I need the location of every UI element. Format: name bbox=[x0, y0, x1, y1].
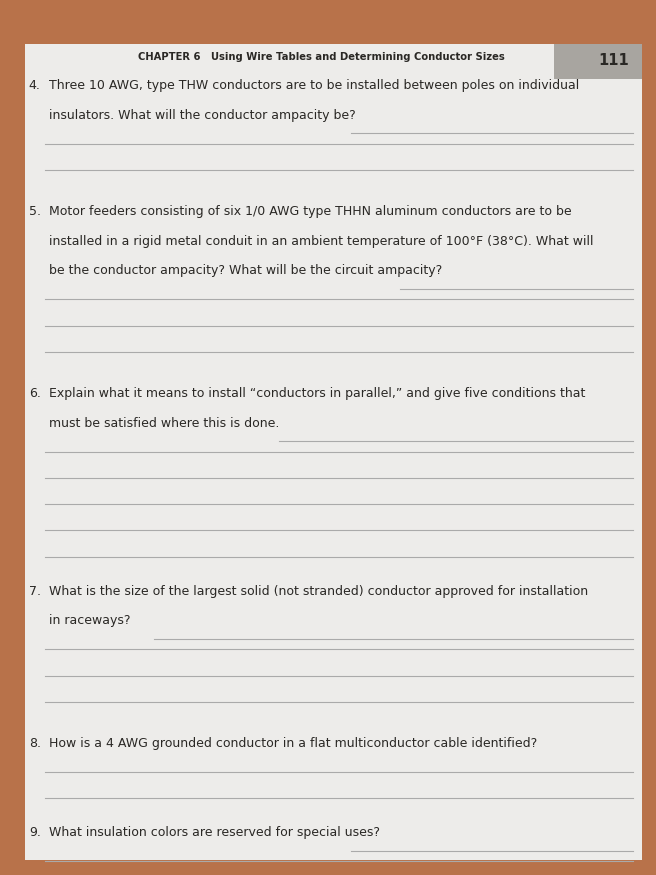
Text: in raceways?: in raceways? bbox=[49, 614, 131, 627]
Text: 111: 111 bbox=[598, 52, 628, 68]
Text: Motor feeders consisting of six 1/0 AWG type THHN aluminum conductors are to be: Motor feeders consisting of six 1/0 AWG … bbox=[49, 205, 572, 218]
Text: CHAPTER 6   Using Wire Tables and Determining Conductor Sizes: CHAPTER 6 Using Wire Tables and Determin… bbox=[138, 52, 505, 62]
Text: 8.: 8. bbox=[29, 737, 41, 750]
Text: Explain what it means to install “conductors in parallel,” and give five conditi: Explain what it means to install “conduc… bbox=[49, 387, 586, 400]
Text: must be satisfied where this is done.: must be satisfied where this is done. bbox=[49, 416, 279, 430]
Text: 7.: 7. bbox=[29, 584, 41, 598]
Text: What is the size of the largest solid (not stranded) conductor approved for inst: What is the size of the largest solid (n… bbox=[49, 584, 588, 598]
Text: 9.: 9. bbox=[29, 826, 41, 839]
Text: Three 10 AWG, type THW conductors are to be installed between poles on individua: Three 10 AWG, type THW conductors are to… bbox=[49, 79, 579, 92]
Text: What insulation colors are reserved for special uses?: What insulation colors are reserved for … bbox=[49, 826, 380, 839]
Text: installed in a rigid metal conduit in an ambient temperature of 100°F (38°C). Wh: installed in a rigid metal conduit in an… bbox=[49, 234, 594, 248]
Text: 6.: 6. bbox=[29, 387, 41, 400]
Text: How is a 4 AWG grounded conductor in a flat multiconductor cable identified?: How is a 4 AWG grounded conductor in a f… bbox=[49, 737, 537, 750]
Text: be the conductor ampacity? What will be the circuit ampacity?: be the conductor ampacity? What will be … bbox=[49, 264, 442, 277]
Text: insulators. What will the conductor ampacity be?: insulators. What will the conductor ampa… bbox=[49, 108, 356, 122]
Text: 4.: 4. bbox=[29, 79, 41, 92]
Text: 5.: 5. bbox=[29, 205, 41, 218]
